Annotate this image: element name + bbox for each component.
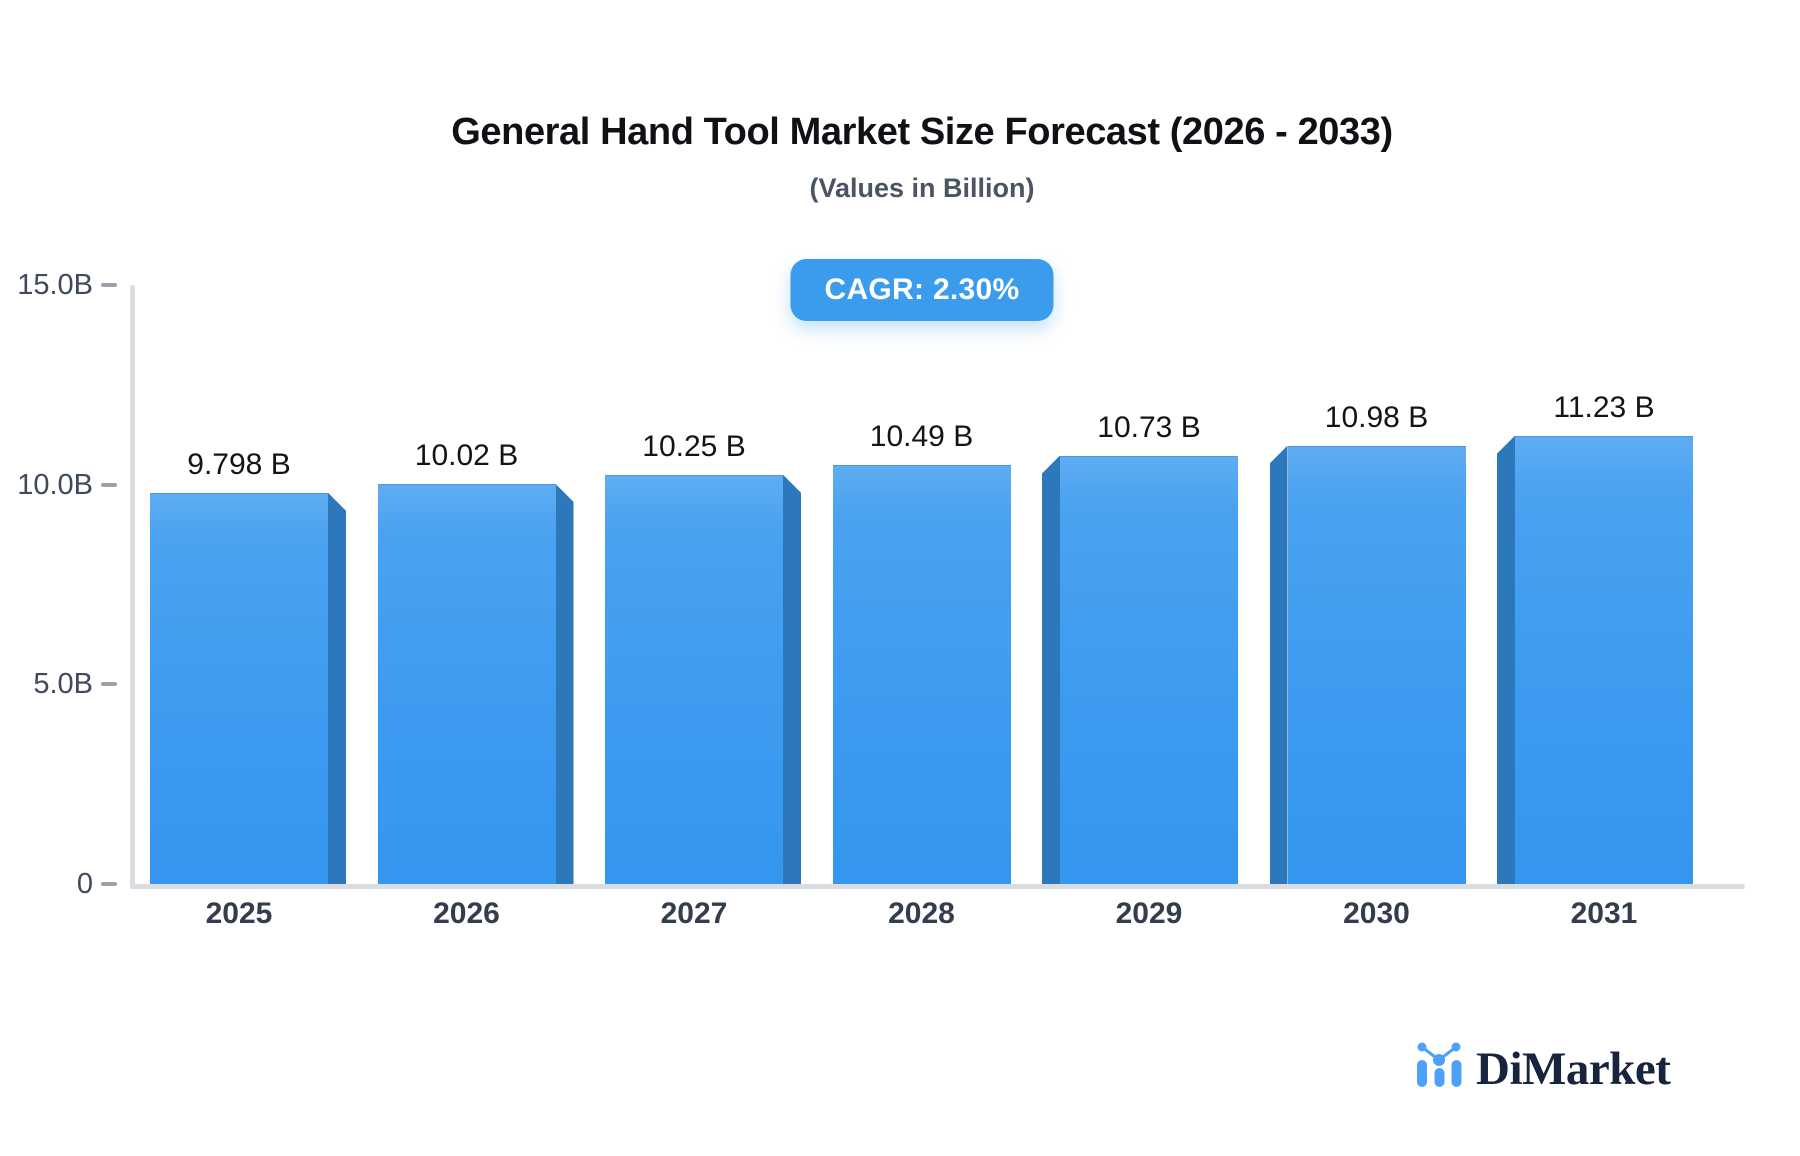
bar-2025 <box>150 492 328 884</box>
y-axis-label: 0 <box>76 868 93 900</box>
bar-2029 <box>1060 455 1238 884</box>
x-axis-label: 2025 <box>205 897 273 930</box>
bar-2028 <box>832 465 1011 884</box>
bar-side-face <box>1269 445 1288 884</box>
y-axis-line <box>130 285 135 889</box>
y-axis-tick-mark <box>101 283 117 288</box>
bar-side-face <box>555 483 574 884</box>
y-axis-label: 5.0B <box>33 668 93 701</box>
bar-line-chart-icon <box>1414 1038 1466 1095</box>
bar-side-face <box>1042 455 1060 884</box>
x-axis-baseline <box>130 884 1745 889</box>
x-axis-label: 2026 <box>433 897 500 930</box>
bar-side-face <box>328 492 346 884</box>
y-axis-tick-mark <box>101 682 117 687</box>
x-axis-label: 2030 <box>1343 897 1410 930</box>
x-axis-label: 2031 <box>1570 897 1638 930</box>
chart-title: General Hand Tool Market Size Forecast (… <box>451 111 1393 153</box>
bar-2026 <box>377 483 556 884</box>
chart-subtitle: (Values in Billion) <box>809 173 1035 203</box>
y-axis-label: 15.0B <box>17 269 93 302</box>
brand-logo: DiMarket <box>1414 1038 1671 1095</box>
bar-side-face <box>783 474 801 884</box>
bar-2031 <box>1515 435 1693 884</box>
x-axis-label: 2029 <box>1115 897 1183 930</box>
bar-value-label: 10.25 B <box>642 429 746 463</box>
bar-side-face <box>1497 435 1515 884</box>
bar-value-label: 10.02 B <box>414 438 519 472</box>
y-axis-tick-mark <box>101 882 117 886</box>
y-axis-tick-mark <box>101 482 117 487</box>
bar-value-label: 9.798 B <box>187 447 291 481</box>
bar-value-label: 10.98 B <box>1324 400 1429 434</box>
bar-value-label: 11.23 B <box>1553 390 1655 424</box>
bar-2030 <box>1287 445 1466 884</box>
bar-value-label: 10.73 B <box>1097 410 1201 444</box>
bar-2027 <box>605 474 783 884</box>
cagr-badge: CAGR: 2.30% <box>790 259 1054 321</box>
bar-value-label: 10.49 B <box>869 420 974 454</box>
brand-name: DiMarket <box>1476 1043 1671 1095</box>
x-axis-label: 2027 <box>660 897 728 930</box>
y-axis-label: 10.0B <box>17 468 93 501</box>
x-axis-label: 2028 <box>888 897 955 930</box>
